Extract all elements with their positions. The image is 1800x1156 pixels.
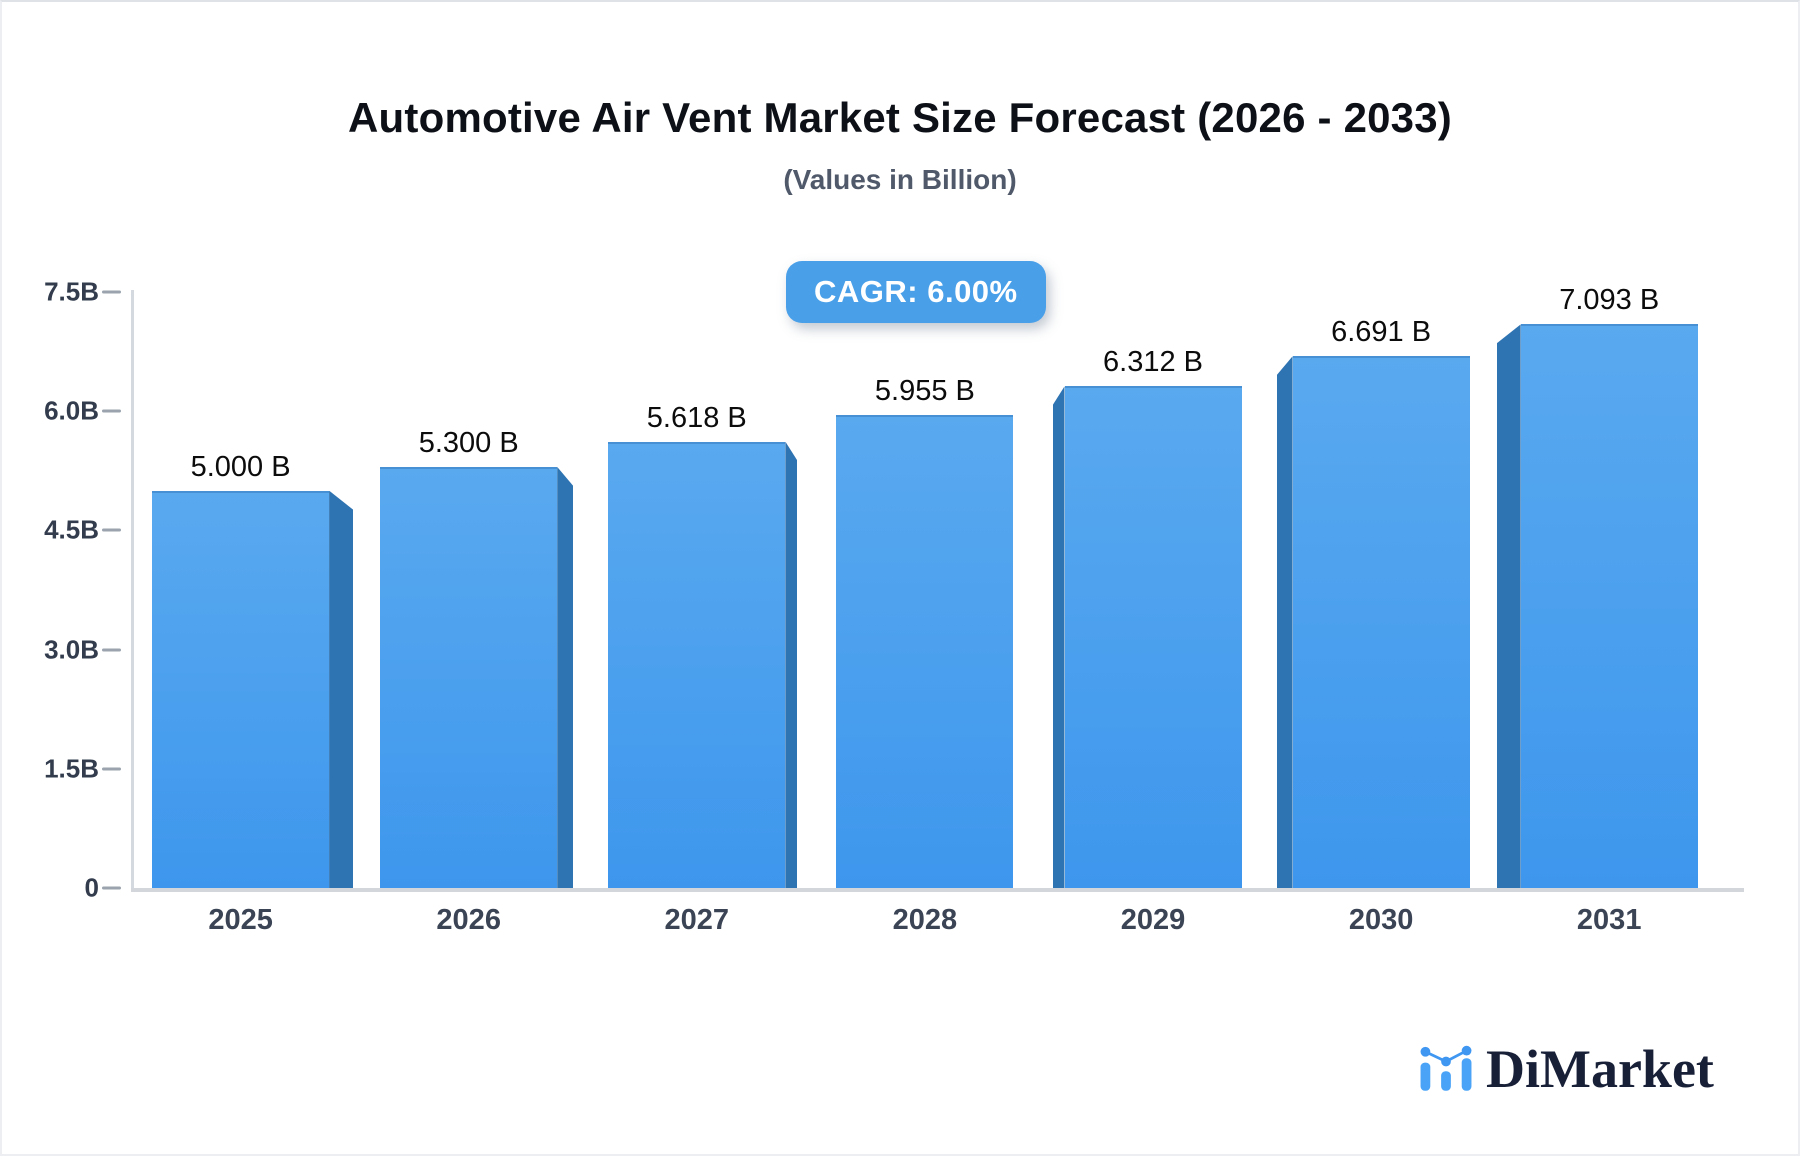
y-tick-mark xyxy=(102,290,121,294)
bar-value-label: 5.955 B xyxy=(874,374,975,407)
bar-value-label: 6.691 B xyxy=(1331,316,1432,349)
y-tick-label: 3.0B xyxy=(44,634,99,665)
y-tick-label: 0 xyxy=(84,872,99,903)
y-tick-mark xyxy=(102,409,121,413)
chart-title: Automotive Air Vent Market Size Forecast… xyxy=(348,94,1452,141)
bar-3d-side xyxy=(1276,356,1293,888)
bar-3d-side xyxy=(557,466,574,888)
bar-3d-side xyxy=(1496,324,1521,888)
x-category-label: 2027 xyxy=(664,904,730,936)
bar-chart-logo-icon xyxy=(1420,1045,1472,1096)
bar-2029 xyxy=(1064,386,1242,888)
bar-2026 xyxy=(380,466,558,888)
bar-value-label: 6.312 B xyxy=(1103,346,1203,379)
bar-value-label: 7.093 B xyxy=(1559,284,1660,317)
bar-value-label: 5.300 B xyxy=(418,426,519,459)
bar-2025 xyxy=(152,490,330,888)
chart-subtitle: (Values in Billion) xyxy=(783,164,1017,195)
y-tick-label: 4.5B xyxy=(44,514,99,545)
y-tick-mark xyxy=(102,886,121,890)
y-tick-mark xyxy=(102,767,121,771)
bar-2028 xyxy=(836,414,1014,888)
x-category-label: 2031 xyxy=(1576,904,1642,936)
bar-3d-side xyxy=(329,490,354,888)
y-tick-mark xyxy=(102,528,121,532)
brand-logo-text: DiMarket xyxy=(1486,1039,1714,1099)
y-tick-label: 7.5B xyxy=(44,276,99,307)
bar-2031 xyxy=(1520,324,1698,888)
cagr-badge: CAGR: 6.00% xyxy=(786,261,1046,323)
x-category-label: 2028 xyxy=(892,904,958,936)
bar-value-label: 5.618 B xyxy=(646,401,747,434)
x-axis-line xyxy=(131,888,1744,892)
y-tick-label: 6.0B xyxy=(44,395,99,426)
x-category-label: 2030 xyxy=(1348,904,1414,936)
bar-value-label: 5.000 B xyxy=(190,450,291,483)
bar-2027 xyxy=(608,441,786,888)
y-axis-line xyxy=(131,290,134,891)
bar-3d-side xyxy=(785,441,798,888)
brand-logo: DiMarket xyxy=(1420,1042,1714,1096)
x-category-label: 2029 xyxy=(1120,904,1186,936)
bar-3d-side xyxy=(1052,386,1065,888)
bar-2030 xyxy=(1292,356,1470,888)
x-category-label: 2025 xyxy=(208,904,273,936)
x-category-label: 2026 xyxy=(436,904,501,936)
y-tick-mark xyxy=(102,648,121,652)
y-tick-label: 1.5B xyxy=(44,753,99,784)
